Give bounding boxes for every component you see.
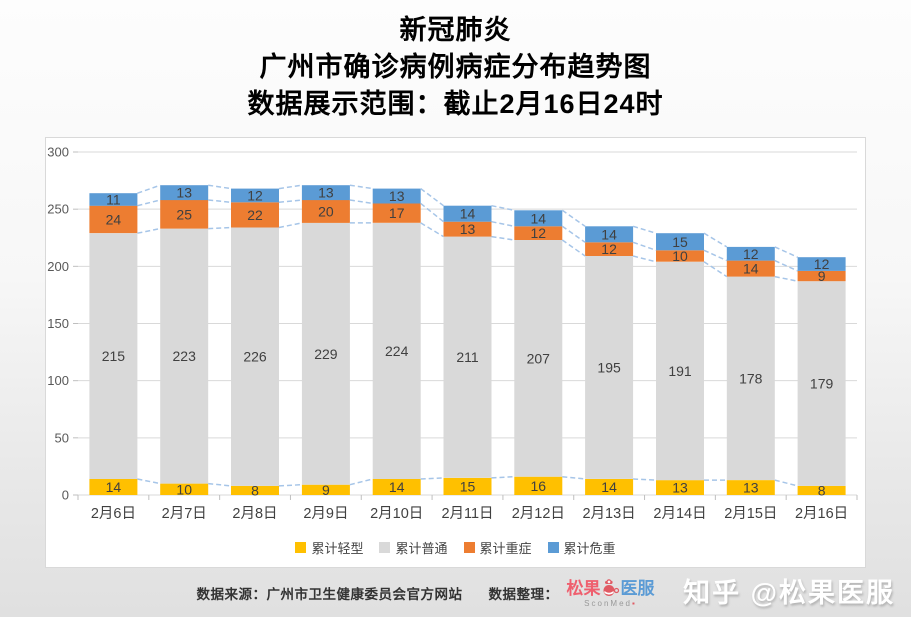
svg-text:9: 9 (322, 482, 330, 498)
title-line-1: 新冠肺炎 (399, 15, 512, 45)
svg-text:10: 10 (672, 248, 688, 264)
footer: 数据来源：广州市卫生健康委员会官方网站 数据整理： 松果 医服 SconMed▪ (0, 576, 881, 610)
svg-text:8: 8 (251, 482, 259, 498)
legend-item: 累计轻型 (295, 538, 363, 557)
svg-text:9: 9 (818, 268, 826, 284)
svg-text:226: 226 (243, 349, 267, 365)
songguo-medical-icon (603, 579, 619, 596)
svg-text:8: 8 (818, 482, 826, 498)
svg-text:223: 223 (173, 348, 197, 364)
svg-text:12: 12 (247, 187, 263, 203)
svg-text:195: 195 (597, 360, 621, 376)
svg-text:12: 12 (814, 256, 830, 272)
svg-text:16: 16 (531, 478, 547, 494)
svg-text:10: 10 (176, 481, 192, 497)
title-line-3: 数据展示范围：截止2月16日24时 (247, 89, 664, 119)
svg-text:14: 14 (601, 226, 617, 242)
svg-text:2月10日: 2月10日 (370, 506, 423, 522)
svg-text:2月15日: 2月15日 (724, 506, 777, 522)
logo-text-yifu: 医服 (620, 578, 655, 598)
legend-item: 累计重症 (463, 538, 532, 557)
title-line-2: 广州市确诊病例病症分布趋势图 (259, 52, 652, 82)
svg-text:211: 211 (456, 349, 479, 365)
legend-item: 累计普通 (379, 538, 448, 557)
svg-text:2月16日: 2月16日 (795, 506, 848, 522)
svg-text:13: 13 (176, 185, 192, 201)
svg-text:200: 200 (47, 259, 69, 274)
svg-text:13: 13 (318, 185, 334, 201)
svg-text:50: 50 (55, 430, 69, 445)
svg-text:250: 250 (47, 202, 69, 217)
songguo-med-logo: 松果 医服 SconMed▪ (567, 578, 655, 608)
svg-text:13: 13 (743, 480, 759, 496)
svg-text:2月12日: 2月12日 (512, 506, 565, 522)
svg-text:12: 12 (743, 246, 759, 262)
svg-text:150: 150 (47, 316, 69, 331)
svg-text:2月11日: 2月11日 (441, 506, 493, 522)
svg-text:14: 14 (389, 479, 405, 495)
svg-text:191: 191 (668, 363, 692, 379)
svg-text:13: 13 (460, 221, 476, 237)
svg-text:229: 229 (314, 346, 338, 362)
chart-title: 新冠肺炎 广州市确诊病例病症分布趋势图 数据展示范围：截止2月16日24时 (0, 12, 911, 123)
svg-text:13: 13 (672, 480, 688, 496)
svg-text:14: 14 (106, 479, 122, 495)
svg-text:207: 207 (527, 350, 551, 366)
svg-text:179: 179 (810, 376, 834, 392)
svg-text:13: 13 (389, 188, 405, 204)
svg-text:224: 224 (385, 343, 409, 359)
chart-legend: 累计轻型 累计普通 累计重症 累计危重 (46, 538, 865, 557)
svg-text:100: 100 (47, 373, 69, 388)
legend-color-swatch (463, 542, 475, 553)
svg-text:22: 22 (247, 207, 263, 223)
svg-text:17: 17 (389, 205, 405, 221)
legend-label: 累计危重 (563, 541, 616, 556)
legend-item: 累计危重 (547, 538, 616, 557)
svg-text:2月14日: 2月14日 (653, 506, 706, 522)
svg-text:14: 14 (601, 479, 617, 495)
svg-text:2月8日: 2月8日 (232, 506, 277, 522)
svg-text:2月9日: 2月9日 (303, 506, 348, 522)
data-editor-label: 数据整理： (488, 587, 559, 602)
svg-text:24: 24 (106, 212, 122, 228)
svg-text:215: 215 (102, 348, 126, 364)
legend-color-swatch (379, 542, 391, 553)
svg-text:178: 178 (739, 370, 763, 386)
svg-text:2月13日: 2月13日 (582, 506, 635, 522)
svg-text:20: 20 (318, 204, 334, 220)
svg-text:2月6日: 2月6日 (91, 506, 136, 522)
logo-subtext: SconMed▪ (584, 599, 637, 608)
svg-text:11: 11 (106, 191, 121, 207)
svg-text:14: 14 (743, 261, 759, 277)
legend-color-swatch (295, 542, 307, 553)
svg-text:0: 0 (62, 488, 69, 503)
zhihu-watermark: 知乎 @松果医服 (683, 578, 895, 608)
svg-text:2月7日: 2月7日 (162, 506, 207, 522)
svg-text:14: 14 (460, 206, 476, 222)
svg-text:12: 12 (531, 225, 547, 241)
legend-color-swatch (547, 542, 559, 553)
svg-text:15: 15 (460, 478, 476, 494)
legend-label: 累计重症 (479, 541, 532, 556)
svg-text:14: 14 (531, 210, 547, 226)
svg-text:12: 12 (601, 241, 617, 257)
svg-text:25: 25 (176, 206, 192, 222)
logo-text-songguo: 松果 (566, 578, 601, 598)
chart-panel: 0 50 100 150 200 250 300 14 10 8 9 14 15 16 14 13 13 8 215… (45, 137, 866, 568)
legend-label: 累计轻型 (311, 541, 364, 556)
data-source-label: 数据来源：广州市卫生健康委员会官方网站 (196, 587, 463, 602)
svg-text:300: 300 (47, 145, 69, 160)
svg-text:15: 15 (672, 234, 688, 250)
legend-label: 累计普通 (395, 541, 448, 556)
